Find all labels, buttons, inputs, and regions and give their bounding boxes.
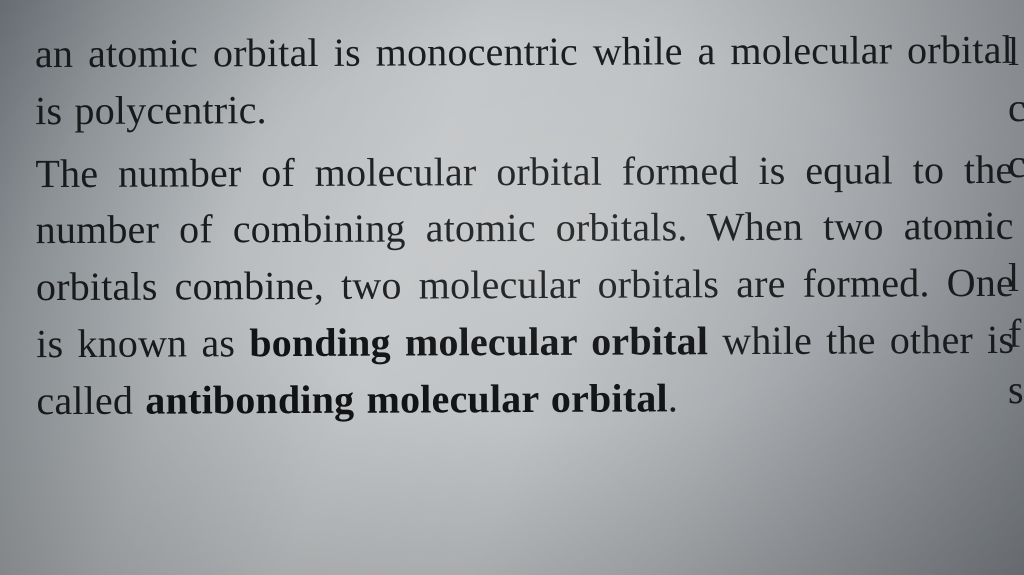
p2-bold1: bonding molecular orbital [249,318,708,365]
p1-post: . [256,87,266,132]
p2-t3: . [668,375,678,420]
paragraph-2: The number of molecular orbital formed i… [35,141,1014,429]
paragraph-1: an atomic orbital is monocentric while a… [35,22,1013,140]
text-block: an atomic orbital is monocentric while a… [35,22,1015,569]
p1-pre: an atomic orbital is [35,30,376,76]
p1-u2: polycentric [74,87,256,133]
p1-u1: monocentric [376,29,578,75]
p2-bold2: antibonding molecular orbital [145,375,668,422]
